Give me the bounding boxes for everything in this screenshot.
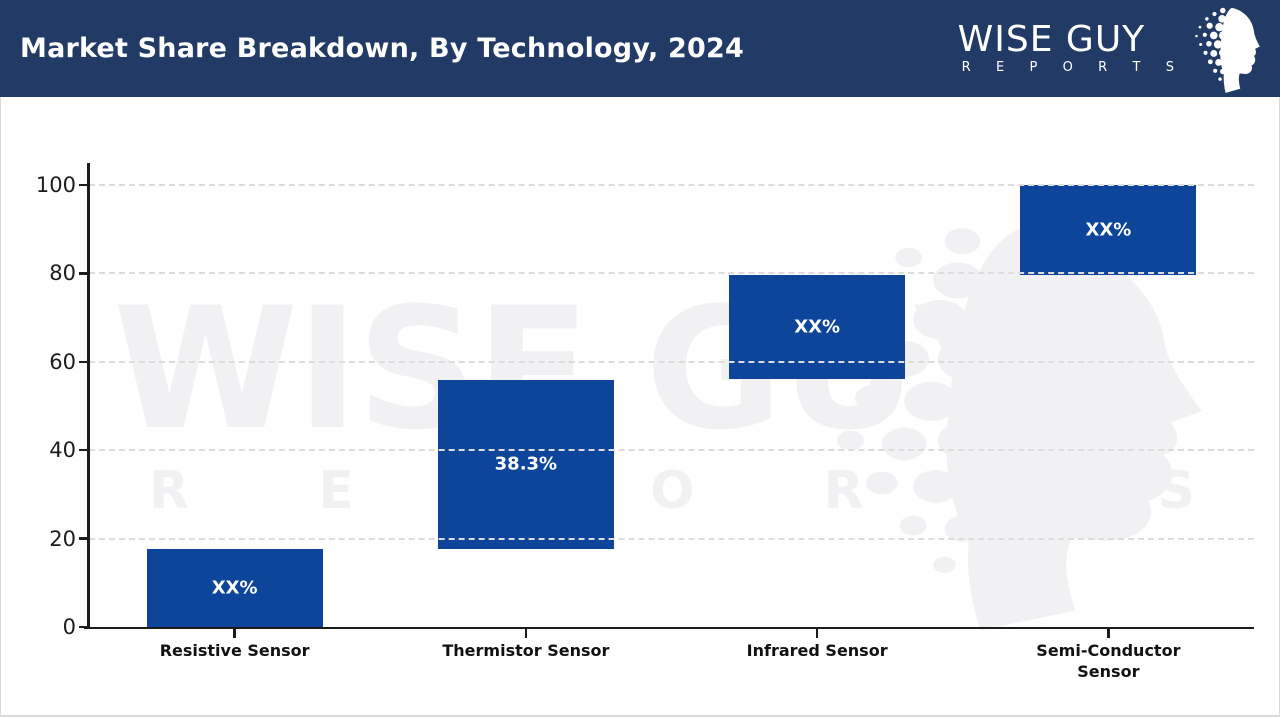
x-tick: [233, 629, 236, 638]
gridline-20: [89, 537, 1254, 540]
x-tick: [524, 629, 528, 638]
bar-segment: XX%: [146, 548, 323, 627]
y-tick-label: 20: [49, 526, 76, 551]
gridline-60: [89, 360, 1254, 363]
bar-value-label: XX%: [794, 316, 841, 338]
category-label: Thermistor Sensor: [442, 641, 610, 660]
logo-subtitle: R E P O R T S: [961, 60, 1186, 75]
y-tick-label: 40: [49, 438, 76, 463]
y-tick-0: [79, 625, 87, 629]
bar-value-label: XX%: [1085, 219, 1132, 241]
gridline-80: [89, 272, 1254, 275]
wiseguy-logo: WISE GUY R E P O R T S: [958, 0, 1266, 97]
header: Market Share Breakdown, By Technology, 2…: [0, 0, 1280, 97]
category-label: Resistive Sensor: [159, 641, 310, 660]
gridline-40: [89, 449, 1254, 452]
bar-segment: 38.3%: [437, 379, 614, 549]
y-tick-40: [79, 448, 87, 452]
y-axis-line: [87, 163, 90, 627]
y-tick-20: [79, 537, 87, 540]
y-tick-60: [79, 360, 87, 364]
x-tick: [815, 629, 819, 638]
x-axis-line: [84, 626, 1254, 629]
x-tick: [1107, 629, 1110, 638]
category-label: Infrared Sensor: [746, 641, 888, 660]
waterfall-chart: 0 20 40 60 80 100 XX% Resistive Sensor 38.3% Ther…: [36, 163, 1254, 681]
gridline-100: [89, 184, 1254, 186]
y-tick-label: 60: [49, 349, 76, 374]
bar-value-label: 38.3%: [494, 453, 558, 475]
logo-wordmark: WISE GUY: [957, 19, 1146, 60]
logo-text: WISE GUY R E P O R T S: [957, 19, 1186, 76]
y-tick-80: [79, 272, 87, 275]
bar-segment: XX%: [729, 274, 906, 380]
head-logo-icon: [1195, 7, 1260, 93]
bar-value-label: XX%: [211, 577, 258, 599]
y-tick-label: 0: [62, 615, 76, 639]
y-tick-label: 80: [49, 261, 76, 286]
page-title: Market Share Breakdown, By Technology, 2…: [20, 33, 745, 64]
y-tick-label: 100: [35, 173, 76, 197]
bar-segment: XX%: [1020, 185, 1197, 275]
chart-canvas: WISE GUY R E P O R T S 0 20 40 60 80 100 XX% Re…: [0, 97, 1280, 717]
category-label: Semi-Conductor Sensor: [1036, 641, 1181, 681]
y-tick-100: [79, 183, 87, 187]
